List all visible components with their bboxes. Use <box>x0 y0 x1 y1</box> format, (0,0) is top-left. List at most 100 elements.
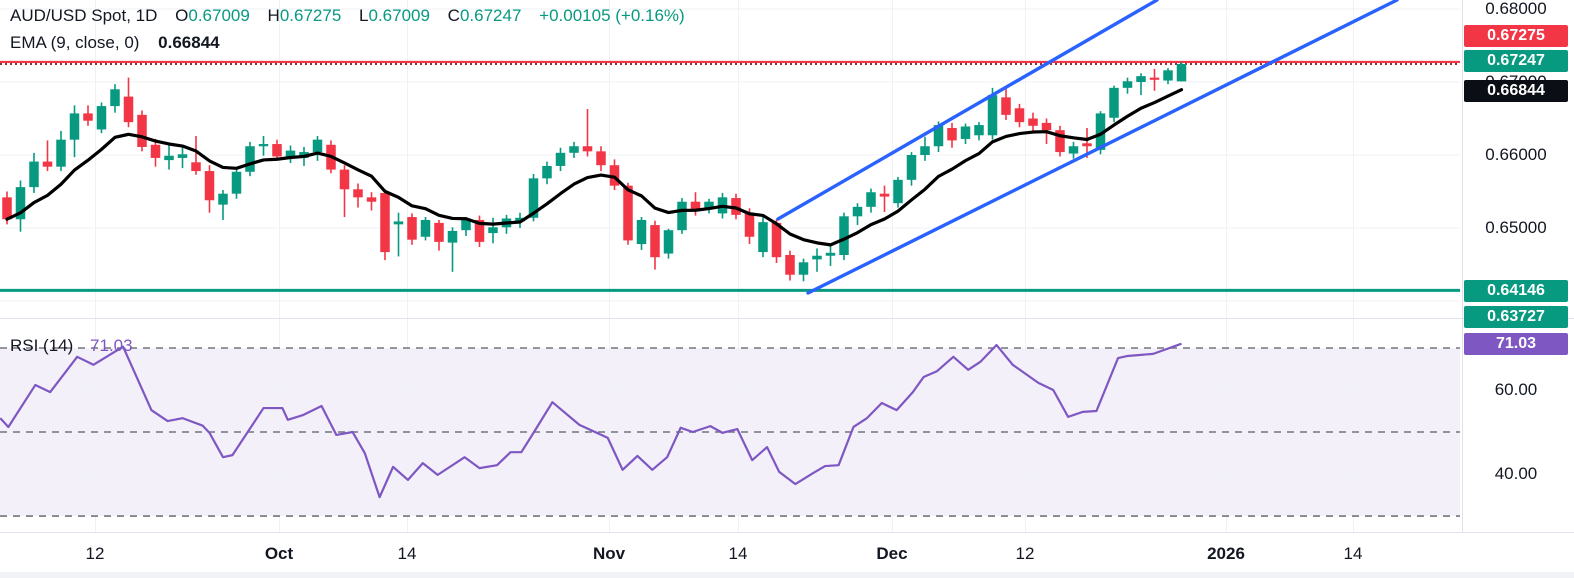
rsi-indicator-value: 71.03 <box>90 336 133 355</box>
candle-body <box>177 154 188 158</box>
candle-body <box>285 150 296 157</box>
candle-body <box>623 185 633 241</box>
open-value: 0.67009 <box>188 6 250 25</box>
candle-body <box>690 201 701 210</box>
time-axis-label: 14 <box>1343 544 1363 563</box>
candle-body <box>825 252 836 256</box>
time-axis-label: 12 <box>1015 544 1035 563</box>
rsi-axis-label: 60.00 <box>1494 380 1538 399</box>
time-axis-label: Dec <box>876 544 908 563</box>
candle-body <box>312 139 323 153</box>
low-label: L <box>359 6 369 25</box>
close-label: C <box>447 6 460 25</box>
candle-body <box>339 169 350 190</box>
candle-body <box>447 230 458 243</box>
time-axis-label: Oct <box>264 544 294 563</box>
candle-body <box>123 96 134 123</box>
candle-body <box>1176 63 1187 82</box>
resistance-price-badge: 0.67275 <box>1464 25 1568 47</box>
candle-body <box>852 206 863 217</box>
candle-body <box>704 201 714 208</box>
candle-body <box>879 193 890 197</box>
rsi-axis-label: 40.00 <box>1494 464 1538 483</box>
candle-body <box>893 179 903 204</box>
candle-body <box>609 165 620 186</box>
candle-body <box>960 126 971 139</box>
price-axis-label: 0.68000 <box>1485 0 1547 18</box>
candle-body <box>812 255 822 260</box>
high-label: H <box>267 6 280 25</box>
candle-body <box>231 171 242 194</box>
candle-body <box>272 144 282 157</box>
price-axis-label: 0.65000 <box>1485 218 1547 237</box>
candle-body <box>56 139 66 167</box>
last-price-badge: 0.67247 <box>1464 50 1568 72</box>
candle-body <box>839 216 849 256</box>
candle-body <box>96 106 107 130</box>
candle-body <box>785 255 795 275</box>
candle-body <box>15 187 26 220</box>
rsi-indicator-label: RSI (14) <box>10 336 74 355</box>
candle-body <box>663 230 674 254</box>
ema-value-badge: 0.66844 <box>1464 80 1568 102</box>
ema-indicator-label: EMA (9, close, 0) <box>10 33 140 52</box>
price-axis-label: 0.66000 <box>1485 145 1547 164</box>
candle-body <box>29 161 39 188</box>
candle-body <box>407 217 417 240</box>
candle-body <box>933 125 944 147</box>
candle-body <box>974 125 984 136</box>
candle-body <box>218 193 228 205</box>
candle-body <box>1014 108 1025 123</box>
candle-body <box>380 192 390 253</box>
candle-body <box>461 219 471 231</box>
time-axis[interactable]: 12 Oct 14 Nov 14 Dec 12 2026 14 <box>0 532 1462 572</box>
candle-body <box>2 197 12 220</box>
ema-line[interactable] <box>5 88 1184 247</box>
candle-body <box>393 221 404 225</box>
candle-body <box>191 162 201 172</box>
candle-body <box>434 222 444 242</box>
candle-body <box>110 89 120 107</box>
candle-body <box>353 189 363 198</box>
candle-body <box>245 146 255 172</box>
price-axis[interactable]: 0.680000.670000.660000.6500060.0040.000.… <box>1462 0 1574 532</box>
candle-body <box>1082 143 1092 147</box>
trend-channel-upper-line[interactable] <box>776 0 1159 221</box>
candle-body <box>150 144 161 158</box>
change-value: +0.00105 (+0.16%) <box>539 6 685 25</box>
time-axis-label: 14 <box>397 544 417 563</box>
candle-body <box>488 227 498 234</box>
support2-price-badge: 0.63727 <box>1464 306 1568 328</box>
candle-body <box>555 152 566 166</box>
candle-body <box>677 201 687 231</box>
candle-body <box>528 178 539 218</box>
candle-body <box>204 171 215 201</box>
candle-body <box>515 217 525 222</box>
candle-body <box>366 197 377 202</box>
candle-body <box>744 212 755 237</box>
candle-body <box>1028 118 1038 126</box>
candle-body <box>596 151 606 166</box>
candle-body <box>798 262 809 275</box>
candle-body <box>1149 77 1160 80</box>
symbol-header: AUD/USD Spot, 1D O0.67009 H0.67275 L0.67… <box>10 6 685 26</box>
candle-body <box>758 222 768 253</box>
ema-indicator-value: 0.66844 <box>158 33 220 52</box>
candle-body <box>650 225 660 258</box>
ema-indicator-row: EMA (9, close, 0) 0.66844 <box>10 33 220 53</box>
time-axis-label: 2026 <box>1207 544 1245 563</box>
candle-body <box>1068 146 1079 154</box>
candle-body <box>474 219 485 242</box>
candle-body <box>569 146 579 153</box>
candle-body <box>137 114 147 147</box>
rsi-indicator-row: RSI (14) 71.03 <box>10 336 133 356</box>
candle-body <box>1041 122 1052 131</box>
candle-body <box>1055 130 1065 153</box>
candle-body <box>1095 113 1106 150</box>
candle-body <box>69 113 80 140</box>
rsi-value-badge: 71.03 <box>1464 333 1568 355</box>
candle-body <box>420 219 431 237</box>
trend-channel-lower-line[interactable] <box>806 0 1399 295</box>
